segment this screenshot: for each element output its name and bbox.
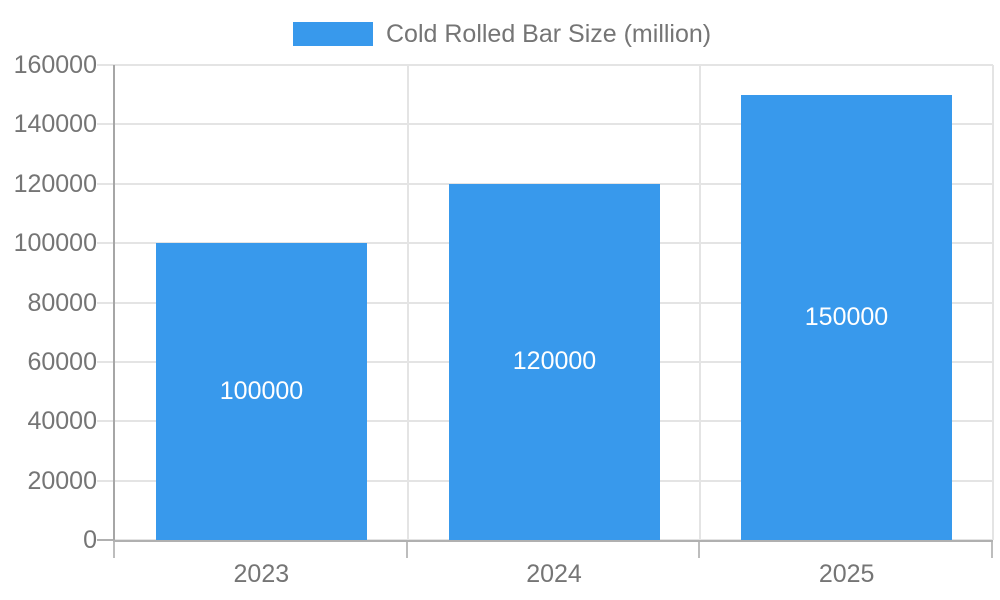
y-axis-tick-label: 80000	[27, 288, 97, 317]
y-tick-mark	[97, 301, 115, 304]
y-axis-tick-label: 160000	[13, 51, 97, 79]
y-tick-mark	[97, 242, 115, 245]
legend-swatch	[293, 22, 373, 46]
gridline-horizontal	[115, 123, 993, 126]
y-axis-tick-label: 140000	[13, 110, 97, 139]
y-axis-tick-label: 0	[83, 526, 97, 554]
bar[interactable]: 120000	[449, 183, 660, 540]
y-axis-line	[113, 65, 115, 540]
y-axis-tick-label: 40000	[27, 407, 97, 436]
x-axis-tick-label: 2024	[526, 560, 582, 588]
x-axis-tick-label: 2023	[233, 560, 290, 588]
gridline-vertical	[992, 65, 994, 540]
bar-value-label: 100000	[219, 377, 304, 406]
gridline-vertical	[406, 65, 409, 540]
x-tick-mark	[698, 542, 701, 558]
y-tick-mark	[97, 123, 115, 126]
bar-value-label: 150000	[804, 302, 889, 331]
x-axis-line	[113, 540, 993, 542]
y-axis-tick-label: 20000	[27, 466, 97, 495]
x-tick-mark	[991, 542, 993, 558]
bar[interactable]: 150000	[741, 94, 952, 540]
y-tick-mark	[97, 64, 115, 66]
x-tick-mark	[113, 542, 115, 558]
y-tick-mark	[97, 539, 115, 541]
y-axis-tick-label: 120000	[13, 169, 97, 198]
y-tick-mark	[97, 182, 115, 185]
x-tick-mark	[405, 542, 408, 558]
x-axis-tick-label: 2025	[818, 560, 875, 588]
bar-value-label: 120000	[512, 347, 597, 376]
y-axis-tick-label: 60000	[27, 347, 97, 376]
bar[interactable]: 100000	[156, 243, 367, 540]
legend-item[interactable]: Cold Rolled Bar Size (million)	[293, 19, 712, 48]
gridline-horizontal	[115, 64, 993, 66]
legend-label: Cold Rolled Bar Size (million)	[386, 19, 712, 48]
y-tick-mark	[97, 479, 115, 482]
gridline-vertical	[699, 65, 702, 540]
y-axis-tick-label: 100000	[13, 229, 97, 258]
y-tick-mark	[97, 360, 115, 363]
y-tick-mark	[97, 420, 115, 423]
